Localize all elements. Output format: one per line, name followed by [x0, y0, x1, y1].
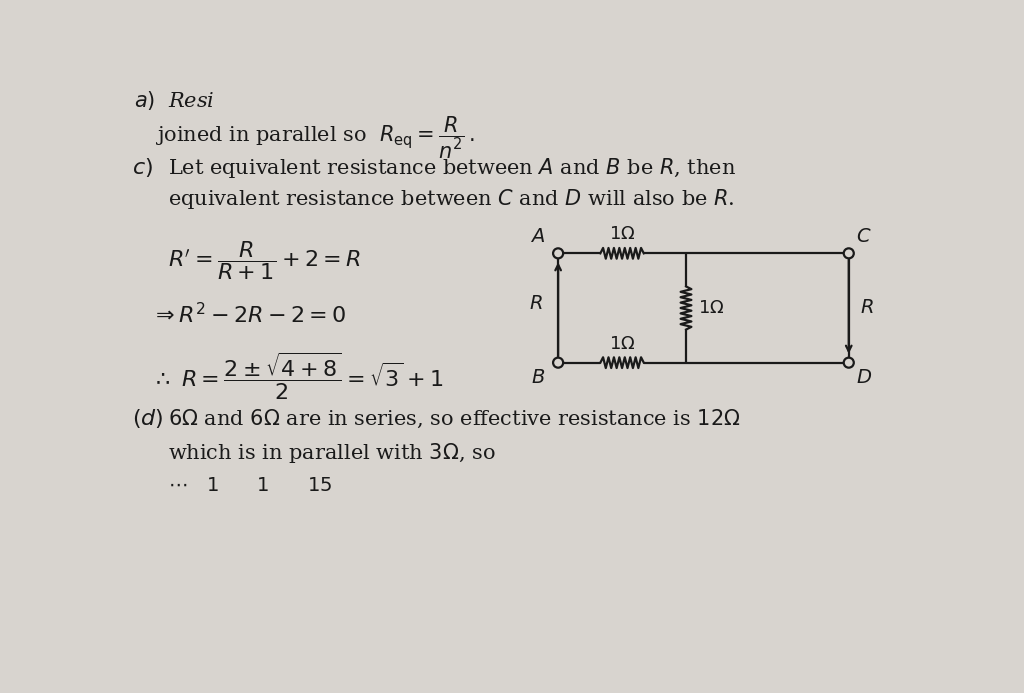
Text: $B$: $B$ — [530, 369, 545, 387]
Text: $R' = \dfrac{R}{R+1} + 2 = R$: $R' = \dfrac{R}{R+1} + 2 = R$ — [168, 240, 361, 283]
Text: $1\Omega$: $1\Omega$ — [609, 335, 635, 353]
Text: which is in parallel with $3\Omega$, so: which is in parallel with $3\Omega$, so — [168, 441, 496, 465]
Text: $(d)$: $(d)$ — [132, 407, 164, 430]
Circle shape — [844, 358, 854, 368]
Text: $\therefore\ R = \dfrac{2 \pm \sqrt{4+8}}{2} = \sqrt{3}+1$: $\therefore\ R = \dfrac{2 \pm \sqrt{4+8}… — [152, 351, 443, 403]
Text: $c)$: $c)$ — [132, 157, 153, 179]
Text: $D$: $D$ — [856, 369, 872, 387]
Text: $1\Omega$: $1\Omega$ — [609, 225, 635, 243]
Text: equivalent resistance between $C$ and $D$ will also be $R$.: equivalent resistance between $C$ and $D… — [168, 187, 735, 211]
Circle shape — [553, 248, 563, 258]
Text: $R$: $R$ — [529, 295, 543, 313]
Text: $R$: $R$ — [860, 299, 874, 317]
Circle shape — [844, 248, 854, 258]
Text: $1\Omega$: $1\Omega$ — [698, 299, 725, 317]
Text: joined in parallel so  $R_\mathrm{eq} = \dfrac{R}{n^2}\,.$: joined in parallel so $R_\mathrm{eq} = \… — [155, 115, 475, 161]
Circle shape — [553, 358, 563, 368]
Text: $C$: $C$ — [856, 227, 872, 245]
Text: $6\Omega$ and $6\Omega$ are in series, so effective resistance is $12\Omega$: $6\Omega$ and $6\Omega$ are in series, s… — [168, 407, 741, 430]
Text: Let equivalent resistance between $A$ and $B$ be $R$, then: Let equivalent resistance between $A$ an… — [168, 157, 736, 180]
Text: $\cdots \quad 1 \qquad 1 \qquad 15$: $\cdots \quad 1 \qquad 1 \qquad 15$ — [168, 477, 333, 495]
Text: $a)$  Resi: $a)$ Resi — [134, 89, 215, 112]
Text: $A$: $A$ — [529, 227, 545, 245]
Text: $\Rightarrow R^2 - 2R - 2 = 0$: $\Rightarrow R^2 - 2R - 2 = 0$ — [152, 303, 346, 328]
